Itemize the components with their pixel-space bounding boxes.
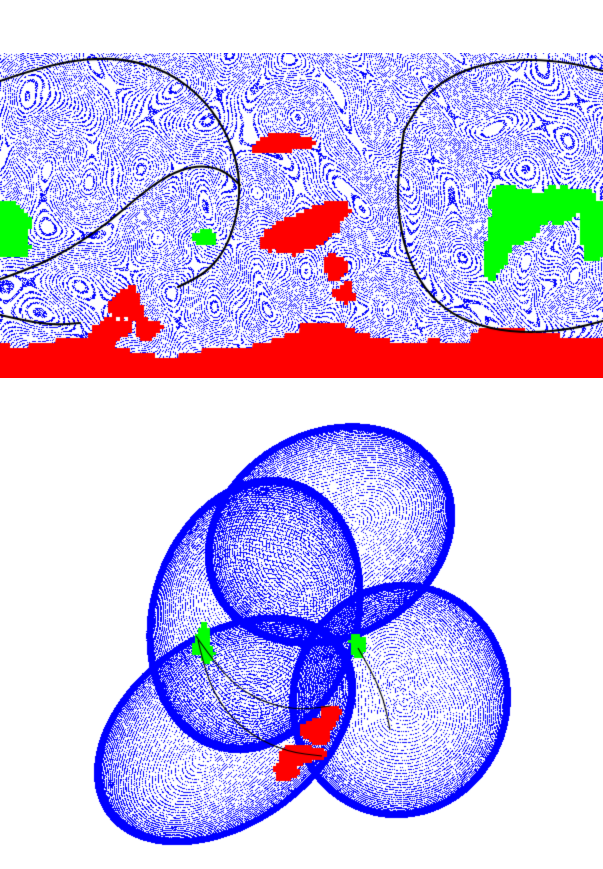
globe-projection-panel xyxy=(0,400,603,869)
map-plot-canvas xyxy=(0,53,603,378)
globe-panel-caption xyxy=(0,0,1,1)
equirectangular-map-panel xyxy=(0,53,603,378)
globe-plot-canvas xyxy=(0,400,603,869)
map-panel-caption xyxy=(0,0,1,1)
chart-ylabel xyxy=(0,0,1,1)
chart-xlabel xyxy=(0,0,1,1)
figure-title xyxy=(0,0,1,1)
